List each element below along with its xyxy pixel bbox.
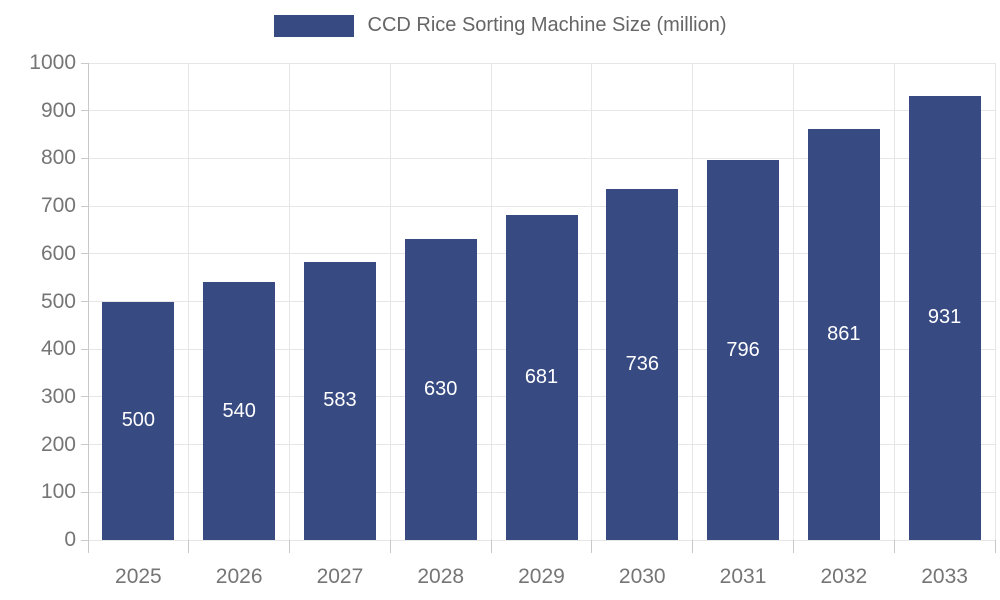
bar: 861	[807, 129, 880, 540]
y-axis-tick	[81, 253, 88, 255]
bar-value-label: 540	[222, 399, 256, 422]
y-axis-tick	[81, 62, 88, 64]
x-axis-tick-label: 2031	[719, 565, 767, 588]
x-gridline	[893, 63, 895, 540]
y-axis-tick	[81, 110, 88, 112]
legend-label: CCD Rice Sorting Machine Size (million)	[367, 14, 727, 36]
bar: 540	[203, 282, 276, 540]
x-axis-tick	[994, 540, 996, 553]
y-axis-tick-label: 600	[40, 241, 76, 265]
x-axis-tick-label: 2025	[115, 565, 162, 588]
y-axis-tick-label: 800	[40, 146, 76, 170]
x-axis-tick	[289, 540, 291, 553]
x-axis-tick-label: 2033	[921, 565, 968, 588]
y-axis-tick-label: 300	[40, 384, 76, 408]
y-axis-tick-label: 500	[40, 289, 76, 313]
y-axis-tick	[81, 157, 88, 159]
y-axis-tick-label: 200	[40, 432, 76, 456]
x-axis-tick	[490, 540, 492, 553]
x-gridline	[389, 63, 391, 540]
bar: 583	[303, 261, 376, 540]
x-axis-tick-label: 2028	[417, 565, 465, 588]
x-gridline	[692, 63, 694, 540]
x-axis-tick-label: 2030	[618, 565, 666, 588]
bar-value-label: 583	[323, 389, 357, 412]
x-axis-tick	[893, 540, 895, 553]
y-gridline	[88, 539, 995, 541]
y-axis-tick	[81, 205, 88, 207]
y-axis-tick	[81, 348, 88, 350]
y-axis-tick-label: 100	[40, 480, 76, 504]
y-axis-line	[87, 63, 89, 553]
legend-swatch	[273, 14, 354, 37]
x-axis-tick-label: 2032	[820, 565, 868, 588]
x-axis-tick-label: 2027	[316, 565, 364, 588]
bar: 500	[102, 301, 175, 540]
y-axis-tick	[81, 396, 88, 398]
y-axis-tick-label: 0	[64, 528, 76, 551]
bar: 630	[404, 239, 477, 540]
x-gridline	[792, 63, 794, 540]
y-gridline	[88, 62, 995, 64]
y-axis-tick-label: 1000	[29, 51, 76, 74]
bar-value-label: 500	[121, 409, 156, 432]
y-axis-tick	[81, 301, 88, 302]
bar-value-label: 630	[424, 378, 458, 401]
x-axis-tick	[188, 540, 190, 553]
bar: 736	[606, 188, 679, 540]
bar-value-label: 931	[927, 306, 962, 329]
bar-value-label: 796	[726, 338, 760, 361]
x-gridline	[591, 63, 593, 540]
bar: 796	[707, 160, 780, 540]
y-axis-tick	[81, 539, 88, 541]
bar: 931	[908, 95, 981, 540]
bar-value-label: 736	[625, 352, 659, 375]
y-gridline	[88, 110, 995, 112]
y-axis-tick	[81, 444, 88, 446]
bar-value-label: 861	[827, 323, 861, 346]
x-axis-tick-label: 2029	[518, 565, 565, 588]
x-gridline	[490, 63, 492, 540]
x-axis-tick	[792, 540, 794, 553]
x-gridline	[188, 63, 190, 540]
y-axis-tick	[81, 491, 88, 493]
y-axis-tick-label: 400	[40, 337, 76, 361]
x-axis-tick-label: 2026	[215, 565, 263, 588]
y-gridline	[88, 205, 995, 207]
x-gridline	[289, 63, 291, 540]
plot-area: 0 100 200 300 400 500 600 700 800 900 1000 500 540 58…	[29, 51, 996, 588]
x-axis-tick	[591, 540, 593, 553]
y-gridline	[88, 157, 995, 159]
x-axis-tick	[692, 540, 694, 553]
x-gridline	[994, 63, 996, 540]
y-axis-tick-label: 700	[40, 194, 76, 218]
x-axis-tick	[389, 540, 391, 553]
legend-item[interactable]: CCD Rice Sorting Machine Size (million)	[0, 14, 1000, 37]
bar: 681	[505, 215, 578, 540]
bar-value-label: 681	[524, 366, 559, 389]
y-axis-tick-label: 900	[40, 98, 76, 122]
